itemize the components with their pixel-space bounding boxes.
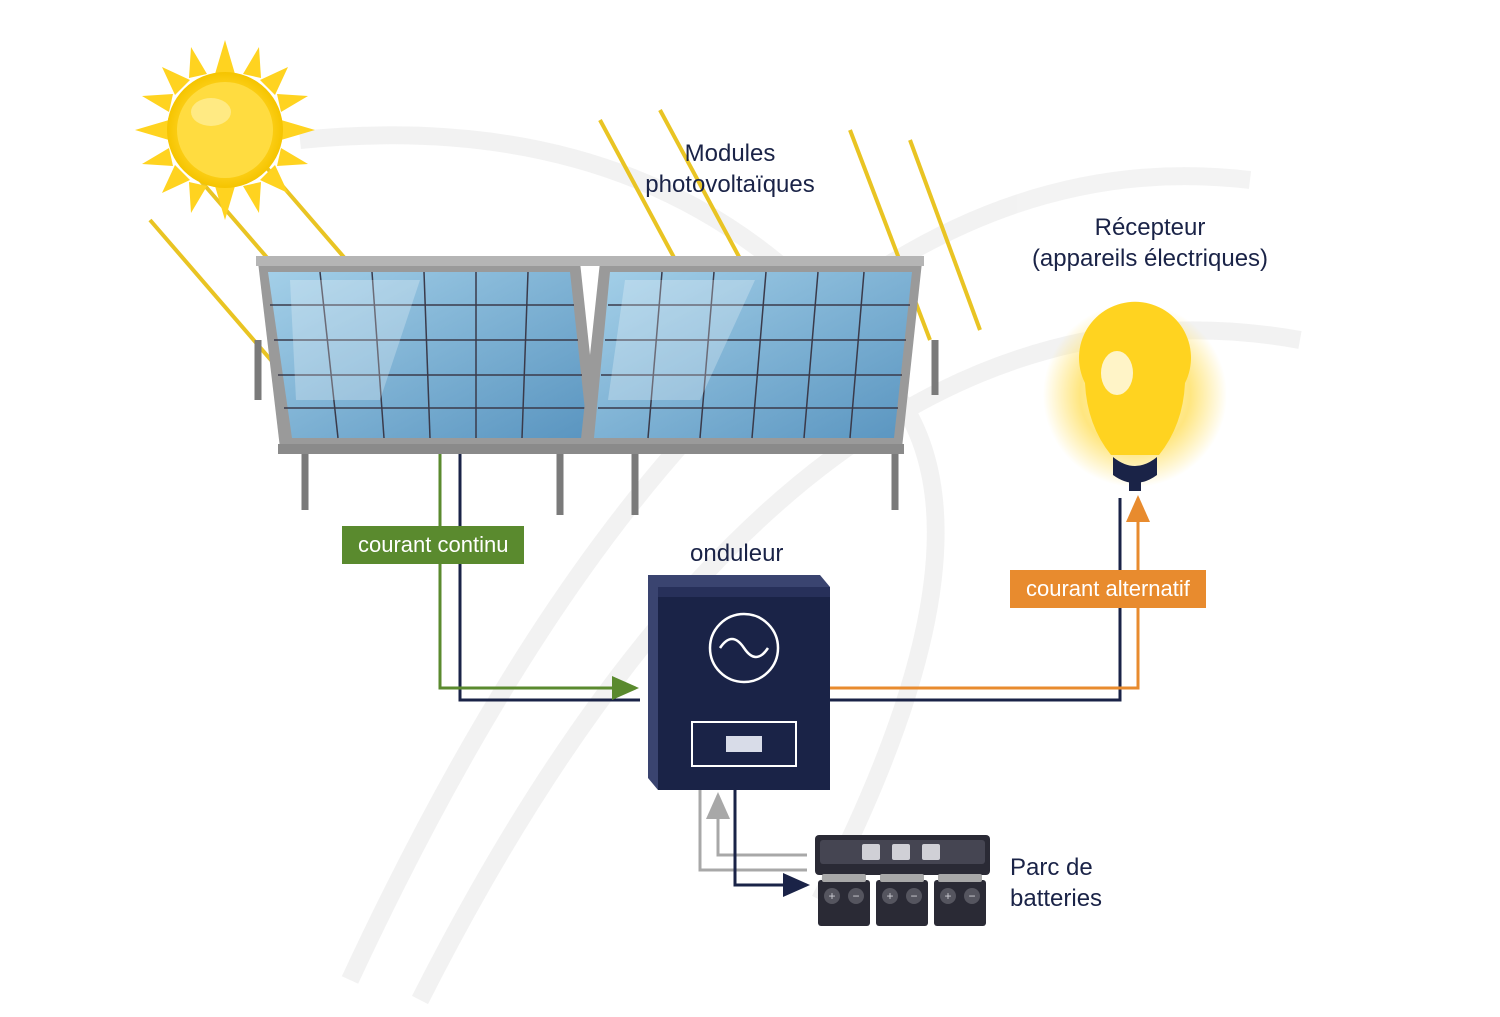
svg-text:+: +: [886, 889, 893, 903]
svg-text:+: +: [828, 889, 835, 903]
svg-text:−: −: [968, 889, 975, 903]
inverter-icon: [648, 575, 830, 790]
sun-icon: [135, 40, 315, 220]
ac-tag: courant alternatif: [1010, 570, 1206, 608]
svg-text:−: −: [852, 889, 859, 903]
receiver-label-line1: Récepteur: [1020, 212, 1280, 243]
receiver-label-line2: (appareils électriques): [1020, 243, 1280, 274]
solar-panels: [256, 256, 935, 515]
battery-icon: + − + − + −: [815, 835, 990, 926]
svg-text:−: −: [910, 889, 917, 903]
svg-text:+: +: [944, 889, 951, 903]
inverter-label: onduleur: [690, 538, 783, 569]
battery-label: Parc de batteries: [1010, 852, 1102, 914]
modules-label: Modules photovoltaïques: [600, 138, 860, 200]
bulb-icon: [1043, 302, 1227, 491]
battery-label-line1: Parc de: [1010, 852, 1102, 883]
dc-tag: courant continu: [342, 526, 524, 564]
receiver-label: Récepteur (appareils électriques): [1020, 212, 1280, 274]
battery-label-line2: batteries: [1010, 883, 1102, 914]
